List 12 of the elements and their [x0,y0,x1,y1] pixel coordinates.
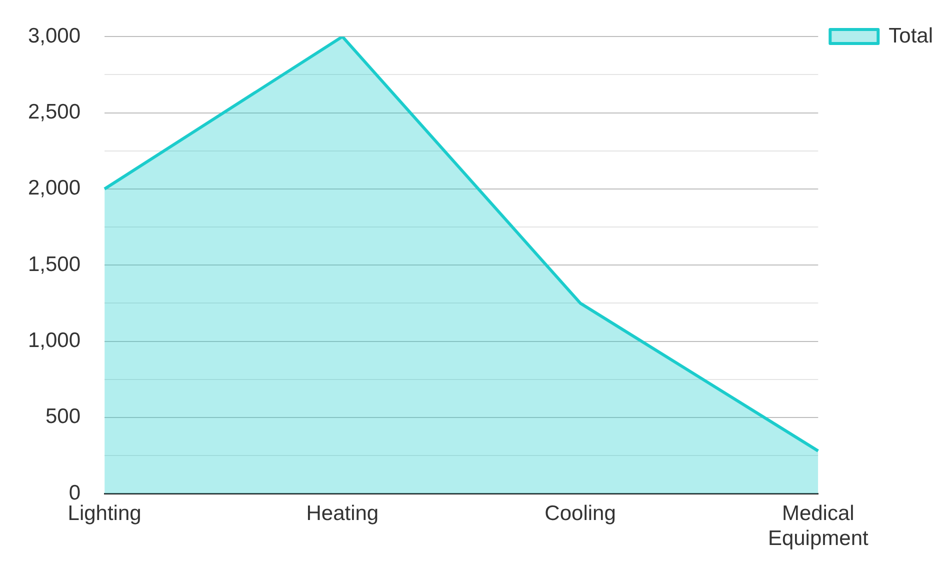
y-tick-label: 2,000 [28,176,81,200]
y-tick-label: 0 [68,481,81,504]
y-tick-label: 1,500 [28,252,81,276]
x-tick-label: Medical Equipment [768,502,868,550]
y-tick-label: 2,500 [28,100,81,124]
y-tick-label: 1,000 [28,329,81,352]
x-tick-label: Lighting [68,502,142,525]
y-tick-label: 3,000 [28,24,81,48]
x-tick-label: Heating [306,502,379,525]
legend-label: Total [888,24,933,48]
y-tick-label: 500 [46,405,81,428]
x-tick-label: Cooling [544,502,616,525]
